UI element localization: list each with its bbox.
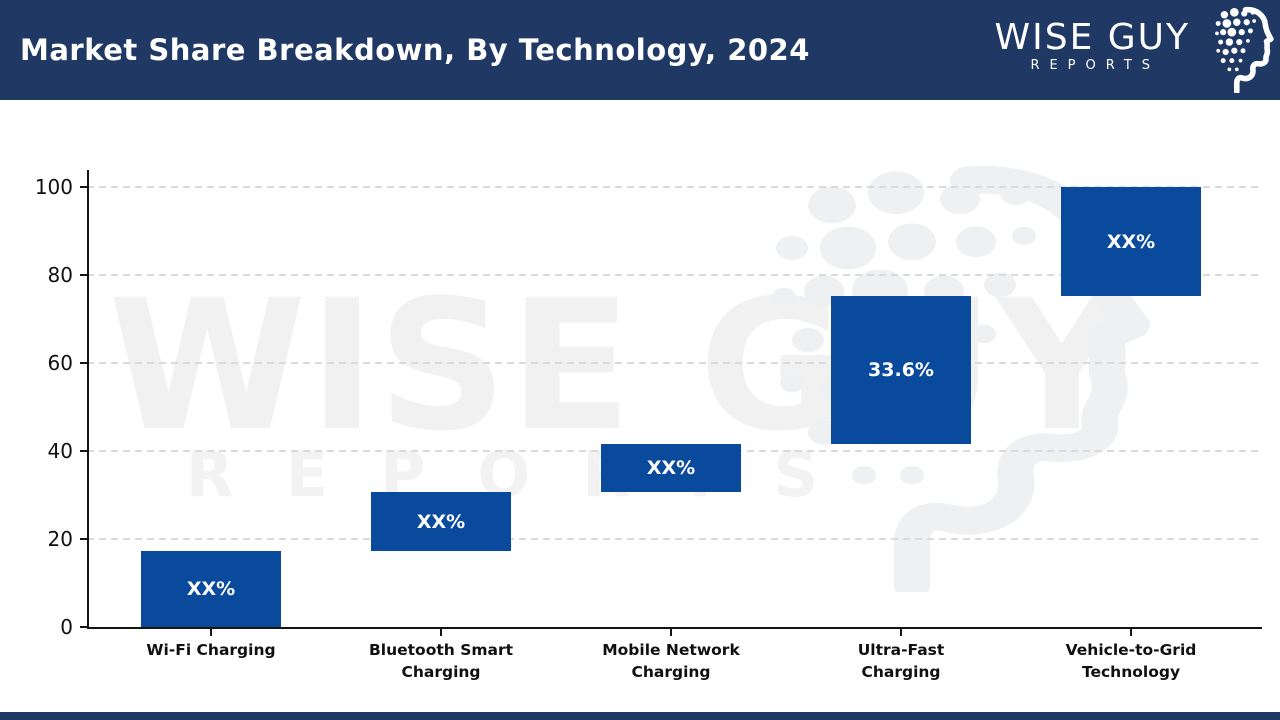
- x-category-label-5: Vehicle-to-Grid Technology: [1065, 641, 1197, 681]
- gridline-20: [87, 538, 1262, 540]
- gridline-100: [87, 186, 1262, 188]
- y-tick-label-40: 40: [47, 439, 73, 463]
- bar-value-label-1: XX%: [186, 578, 236, 601]
- footer-bar: [0, 712, 1280, 720]
- bar-segment-3: [601, 443, 741, 492]
- bar-value-label-4: 33.6%: [868, 359, 934, 382]
- head-profile-icon: [1215, 6, 1274, 93]
- y-tickmark-80: [80, 274, 87, 276]
- x-axis-line: [87, 627, 1262, 629]
- x-category-label-1: Wi-Fi Charging: [146, 641, 276, 659]
- header-bar: Market Share Breakdown, By Technology, 2…: [0, 0, 1280, 100]
- x-tickmark-2: [440, 629, 442, 636]
- x-tickmark-1: [210, 629, 212, 636]
- y-axis-line: [87, 170, 89, 629]
- page-title: Market Share Breakdown, By Technology, 2…: [20, 33, 810, 67]
- y-tick-label-0: 0: [60, 615, 73, 639]
- y-tickmark-60: [80, 362, 87, 364]
- bar-segment-2: [371, 491, 511, 552]
- x-category-label-2: Bluetooth Smart Charging: [368, 641, 514, 681]
- bar-value-label-3: XX%: [646, 456, 696, 479]
- logo-wiseguy-text: WISE GUY: [994, 17, 1190, 58]
- x-tickmark-3: [670, 629, 672, 636]
- x-tickmark-5: [1130, 629, 1132, 636]
- gridline-60: [87, 362, 1262, 364]
- y-tickmark-20: [80, 538, 87, 540]
- y-tickmark-100: [80, 186, 87, 188]
- y-tick-label-60: 60: [47, 351, 73, 375]
- y-tickmark-40: [80, 450, 87, 452]
- bar-segment-4: [831, 296, 971, 444]
- gridline-80: [87, 274, 1262, 276]
- y-tickmark-0: [80, 626, 87, 628]
- y-tick-label-80: 80: [47, 263, 73, 287]
- y-tick-label-100: 100: [34, 175, 73, 199]
- logo-reports-text: REPORTS: [1030, 58, 1161, 73]
- x-category-label-3: Mobile Network Charging: [602, 641, 740, 681]
- y-tick-label-20: 20: [47, 527, 73, 551]
- bar-segment-5: [1061, 187, 1201, 297]
- bar-segment-1: [141, 551, 281, 627]
- bar-value-label-2: XX%: [416, 510, 466, 533]
- logo: WISE GUY REPORTS: [994, 17, 1191, 74]
- x-tickmark-4: [900, 629, 902, 636]
- x-category-label-4: Ultra-Fast Charging: [857, 641, 945, 681]
- bar-value-label-5: XX%: [1106, 230, 1156, 253]
